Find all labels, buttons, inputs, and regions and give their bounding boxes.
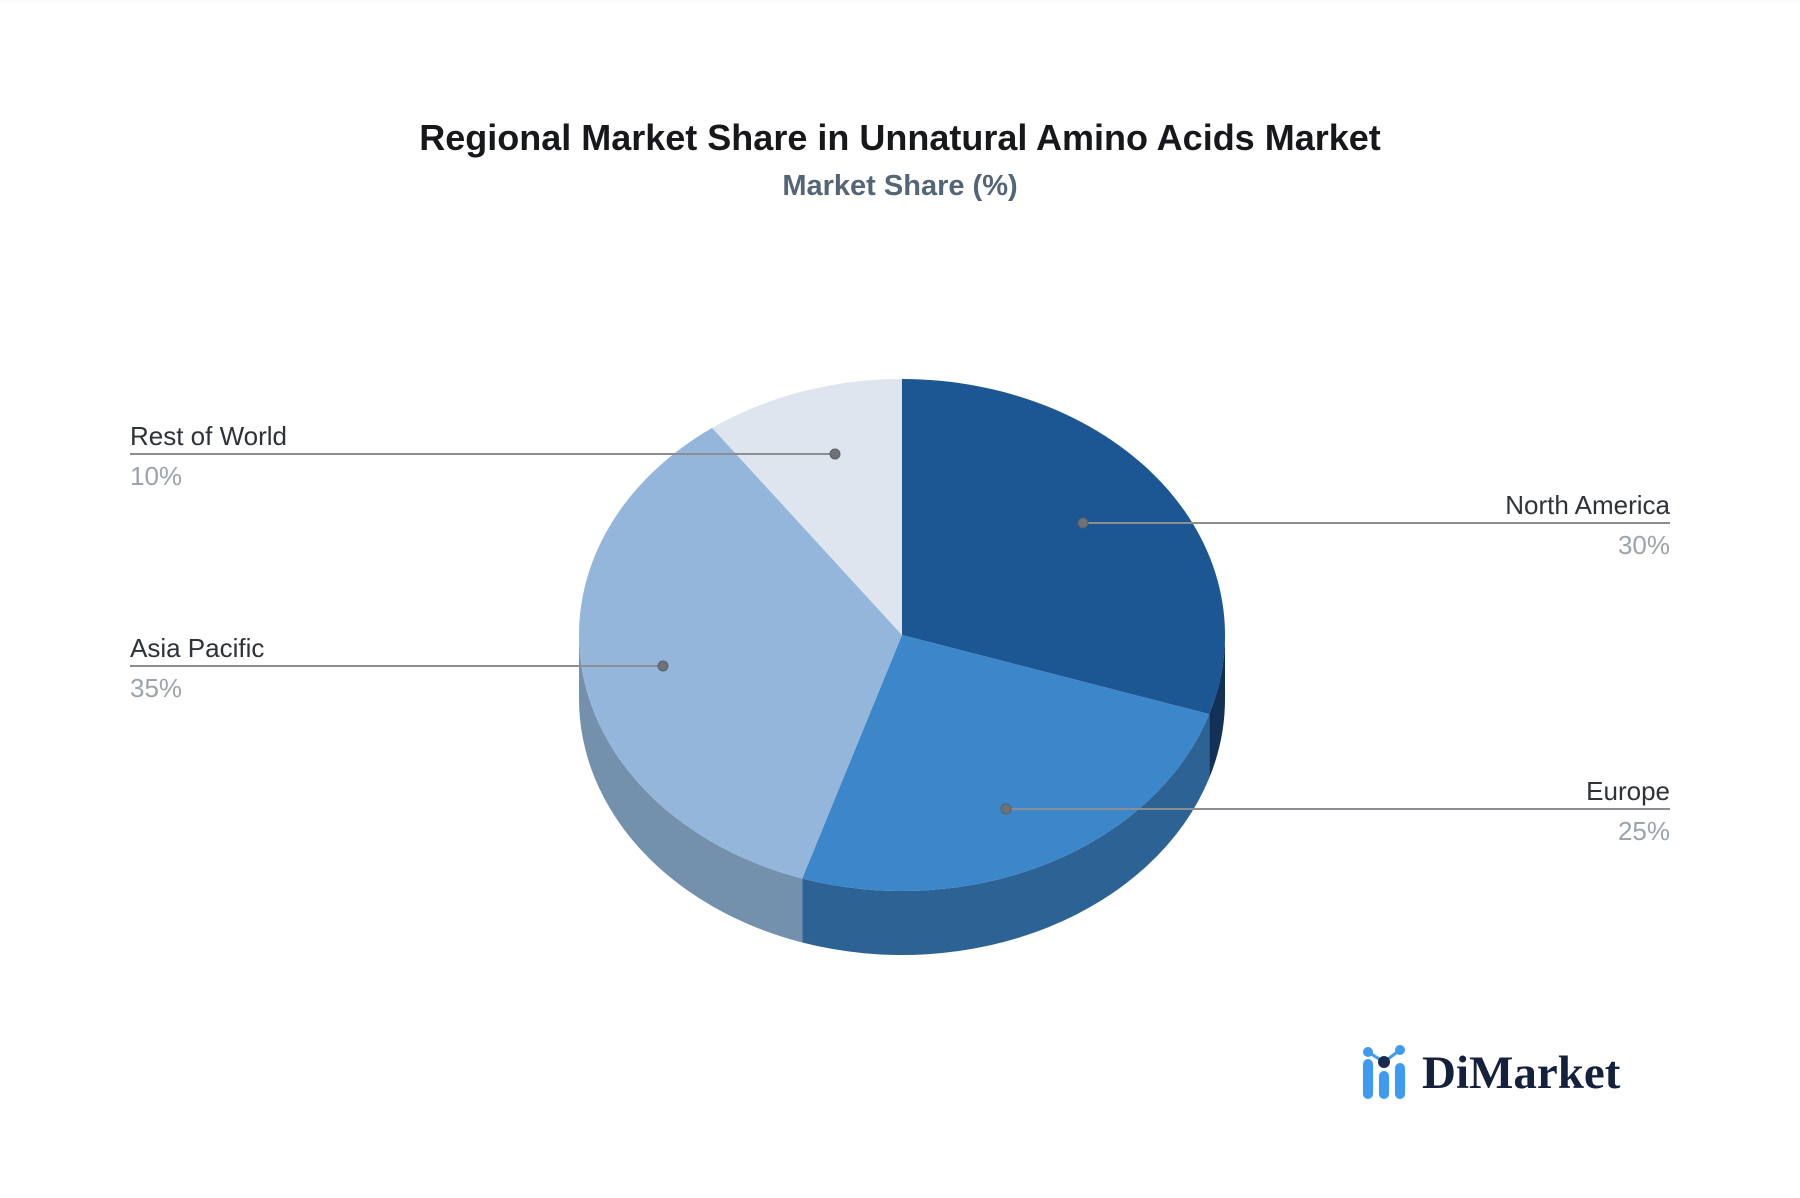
chart-title: Regional Market Share in Unnatural Amino…	[419, 117, 1381, 158]
leader-dot-north-america	[1077, 517, 1089, 529]
pie-side-europe	[802, 714, 1210, 955]
leader-dot-europe	[1000, 803, 1012, 815]
slice-label-europe: Europe	[1586, 776, 1670, 806]
leader-dot-rest-of-world	[829, 448, 841, 460]
logo-text: DiMarket	[1422, 1047, 1621, 1099]
pie-slice-asia-pacific[interactable]	[579, 427, 902, 879]
pie-slice-rest-of-world[interactable]	[712, 379, 902, 635]
pie-slice-europe[interactable]	[802, 635, 1210, 891]
slice-pct-rest-of-world: 10%	[130, 461, 183, 491]
leader-dot-asia-pacific	[657, 660, 669, 672]
slice-label-rest-of-world: Rest of World	[130, 421, 288, 451]
pie-side-north-america	[1209, 635, 1225, 779]
slice-pct-europe: 25%	[1617, 816, 1670, 846]
slice-pct-asia-pacific: 35%	[130, 673, 183, 703]
pie-side-asia-pacific	[579, 635, 803, 943]
slice-label-north-america: North America	[1505, 490, 1670, 520]
pie-slice-north-america[interactable]	[902, 379, 1225, 715]
dimarket-logo: DiMarket	[1362, 1042, 1662, 1104]
logo-bar-chart-icon	[1363, 1045, 1405, 1099]
slice-label-asia-pacific: Asia Pacific	[130, 633, 265, 663]
chart-subtitle: Market Share (%)	[782, 170, 1018, 202]
slice-pct-north-america: 30%	[1617, 530, 1670, 560]
